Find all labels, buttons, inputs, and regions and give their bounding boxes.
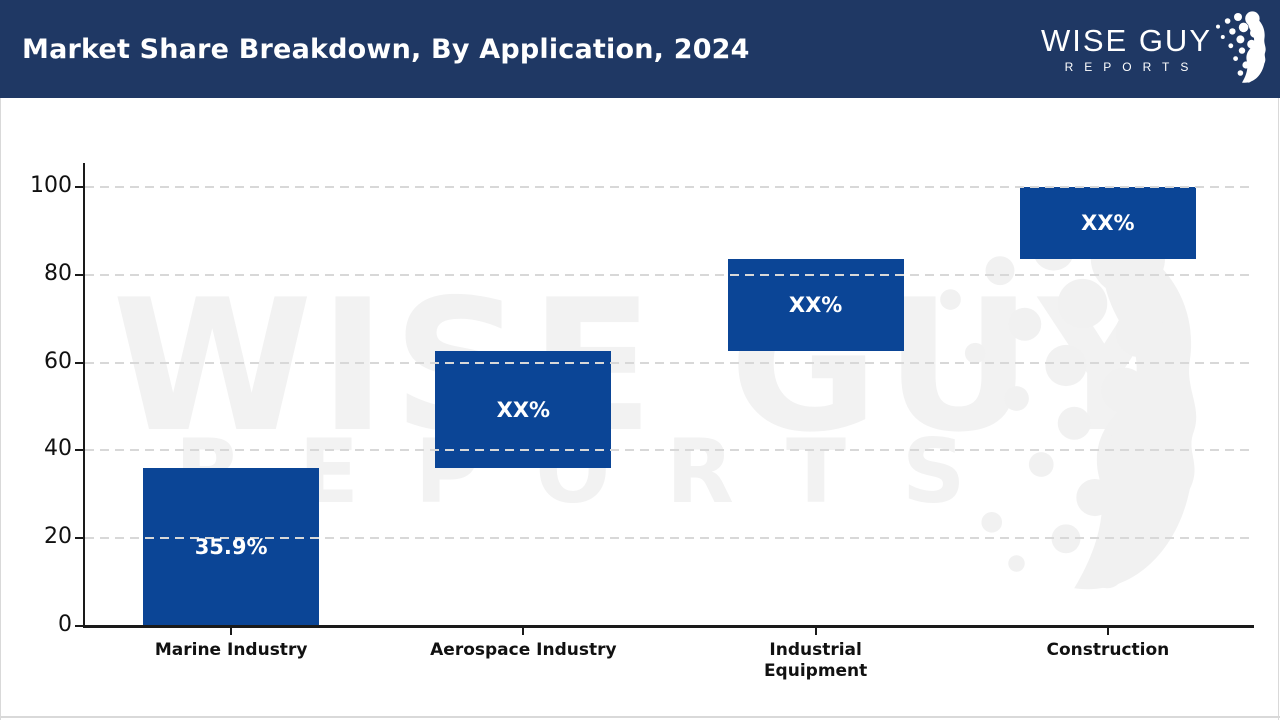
bottom-edge-border [0,716,1280,718]
x-tick-mark [814,628,817,635]
x-tick-mark [1106,628,1109,635]
y-tick-label: 40 [44,436,72,462]
left-edge-border [0,98,1,720]
category-label: Construction [1046,640,1170,660]
gridline [85,361,1254,364]
bar-construction [1019,187,1196,259]
y-tick-label: 100 [30,173,72,198]
category-label: Aerospace Industry [430,640,617,660]
watermark-face-dots-icon [940,221,1197,590]
page-title: Market Share Breakdown, By Application, … [22,33,750,65]
bar-marine-industry [143,468,320,626]
y-tick-mark [75,273,83,276]
bar-value-label: XX% [496,397,551,422]
bar-value-label: XX% [1081,210,1135,235]
y-axis-line [83,163,85,628]
logo-wordmark: WISE GUY REPORTS [1041,25,1212,74]
watermark-text-line1: WISE GUY [112,260,1177,472]
logo-line1: WISE GUY [1040,22,1212,58]
category-label: Marine Industry [154,640,308,660]
y-tick-label: 80 [44,260,72,286]
gridline [85,449,1254,452]
logo-line2: REPORTS [1064,59,1200,74]
x-tick-mark [230,628,233,635]
y-tick-mark [75,361,83,364]
gridline [85,186,1254,188]
y-tick-label: 20 [44,524,72,550]
gridline [85,273,1254,276]
x-axis-line [83,625,1254,628]
bar-value-label: 35.9% [194,535,268,560]
wise-guy-logo: WISE GUY REPORTS [1041,8,1280,90]
y-tick-mark [75,625,83,627]
header-bar: Market Share Breakdown, By Application, … [0,0,1280,98]
y-tick-mark [75,186,83,188]
face-dots-icon [1216,11,1266,83]
y-tick-mark [75,537,83,540]
y-tick-mark [75,449,83,452]
x-tick-mark [522,628,525,635]
right-edge-border [1278,98,1279,720]
bar-value-label: XX% [788,292,843,317]
category-label: Industrial Equipment [763,640,868,681]
bar-aerospace-industry [435,350,612,469]
gridline [85,537,1254,540]
y-tick-label: 60 [44,348,72,374]
y-tick-label: 0 [58,612,72,637]
